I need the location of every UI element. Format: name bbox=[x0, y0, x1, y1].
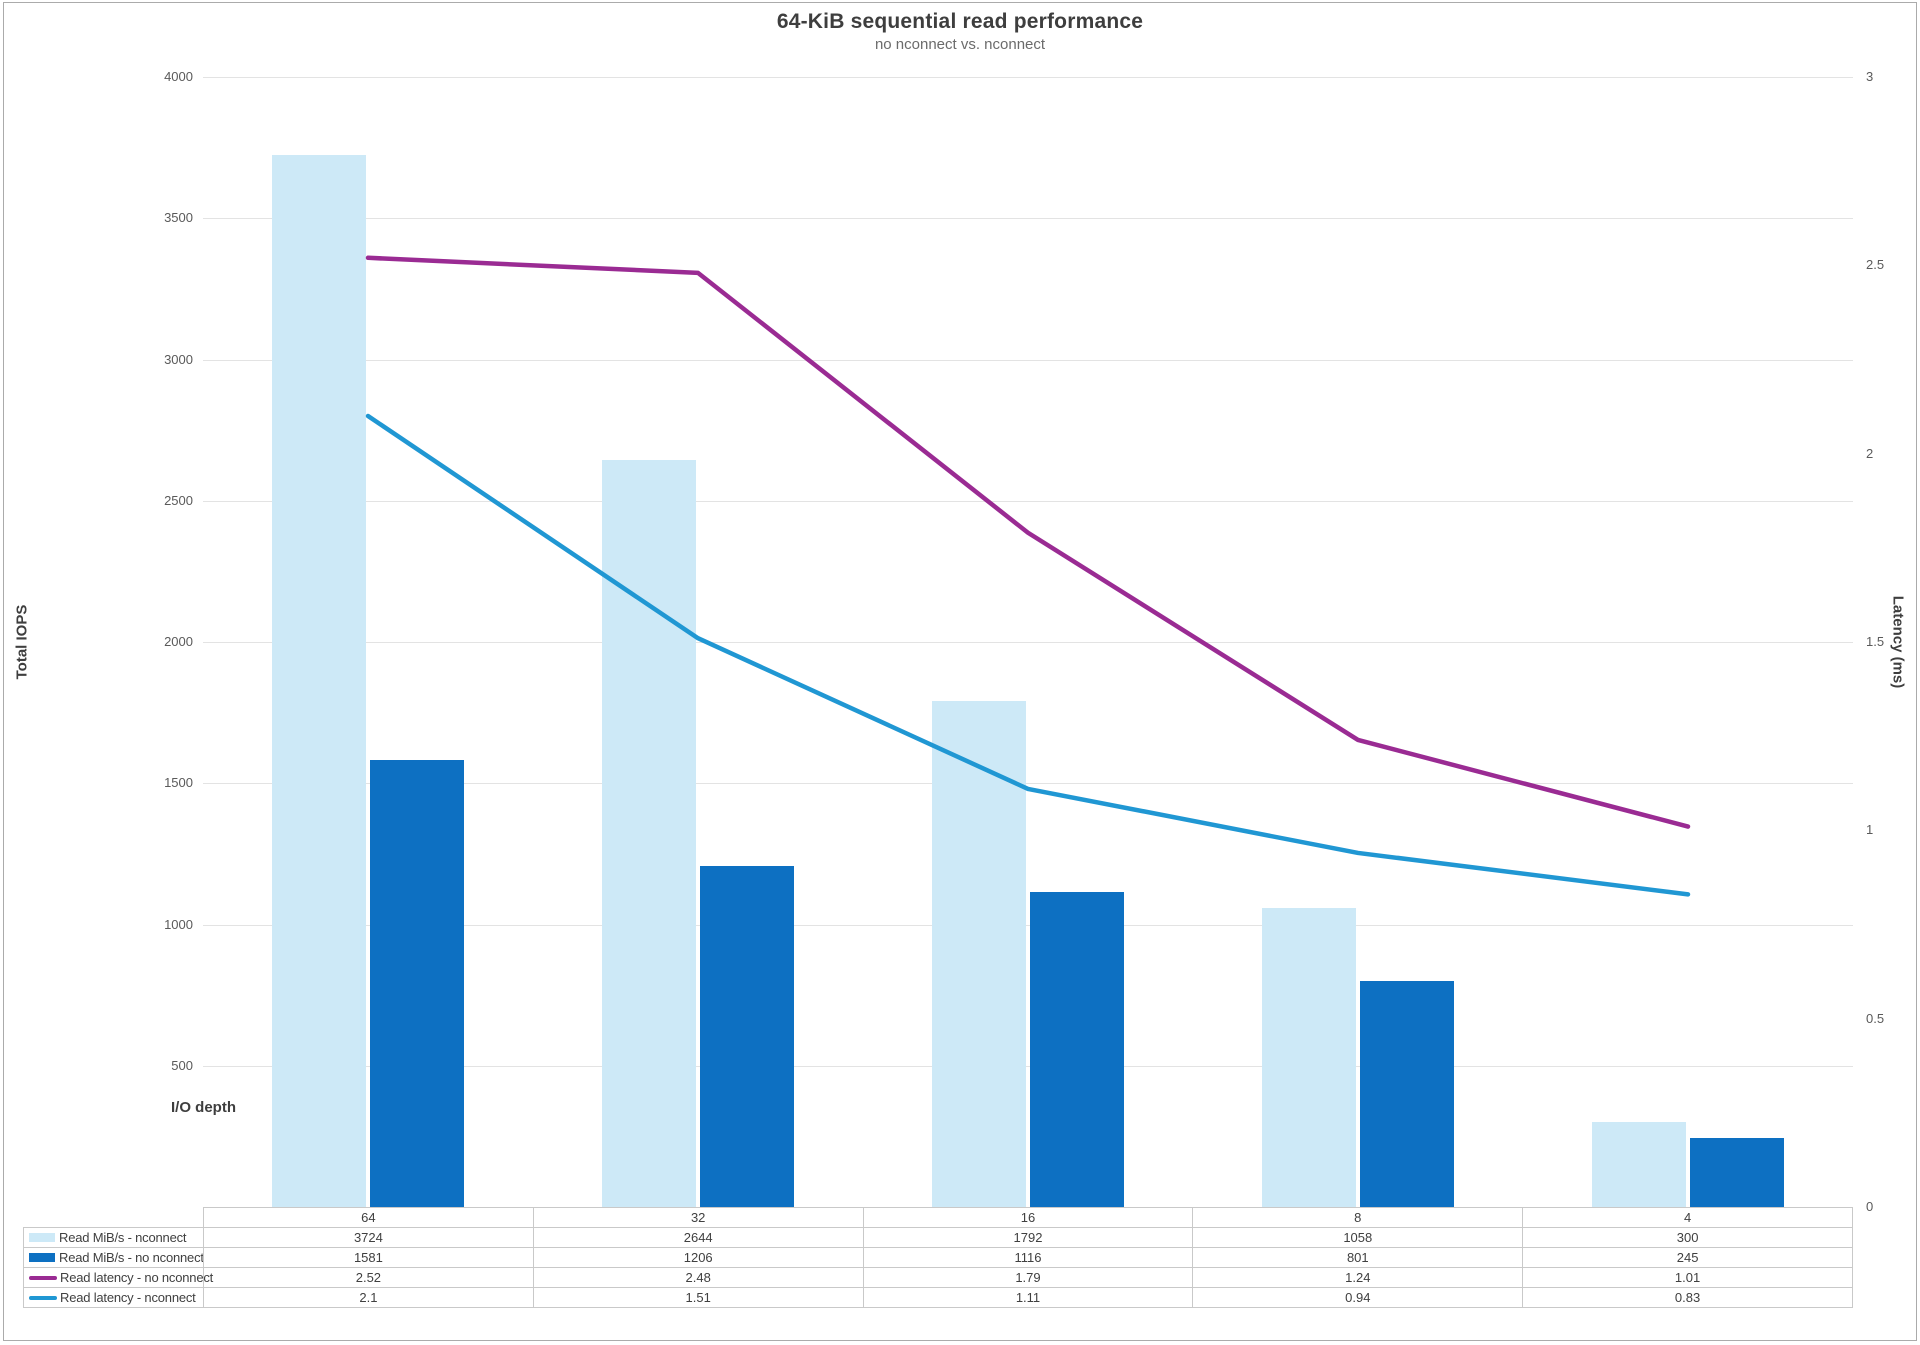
table-header-64: 64 bbox=[204, 1208, 534, 1228]
table-cell-read-latency-no-nconnect-4: 1.01 bbox=[1523, 1268, 1853, 1288]
table-header-16: 16 bbox=[863, 1208, 1194, 1228]
gridline-3500 bbox=[203, 218, 1853, 220]
right-axis-tick-0: 0 bbox=[1866, 1199, 1874, 1214]
table-cell-read-latency-nconnect-4: 0.83 bbox=[1523, 1288, 1853, 1308]
table-cell-read-mib-s-no-nconnect-4: 245 bbox=[1523, 1248, 1853, 1268]
left-axis-tick-4000: 4000 bbox=[164, 69, 193, 84]
bar-read-mib-s-no-nconnect-16 bbox=[1030, 891, 1124, 1207]
latency-lines-layer bbox=[365, 255, 1691, 897]
bar-read-mib-s-nconnect-64 bbox=[272, 154, 366, 1207]
left-axis-tick-3000: 3000 bbox=[164, 351, 193, 367]
chart-title: 64-KiB sequential read performance bbox=[776, 10, 1144, 33]
table-cell-read-latency-nconnect-32: 1.51 bbox=[533, 1288, 864, 1308]
bar-read-mib-s-nconnect-4 bbox=[1592, 1122, 1686, 1207]
bar-read-mib-s-nconnect-16 bbox=[932, 700, 1026, 1207]
line-read-latency-no-nconnect bbox=[365, 255, 1691, 829]
bar-read-mib-s-nconnect-8 bbox=[1262, 908, 1356, 1207]
legend-item-read-latency-nconnect: Read latency - nconnect bbox=[24, 1288, 203, 1308]
legend-label: Read latency - no nconnect bbox=[60, 1270, 214, 1285]
table-cell-read-mib-s-no-nconnect-64: 1581 bbox=[204, 1248, 534, 1268]
gridline-2000 bbox=[203, 642, 1853, 643]
table-cell-read-mib-s-nconnect-32: 2644 bbox=[533, 1228, 864, 1248]
legend-swatch-read-latency-nconnect bbox=[29, 1295, 57, 1300]
chart-subtitle: no nconnect vs. nconnect bbox=[874, 36, 1046, 53]
table-cell-read-latency-nconnect-16: 1.11 bbox=[863, 1288, 1194, 1308]
legend-column: Read MiB/s - nconnect Read MiB/s - no nco… bbox=[23, 1227, 213, 1308]
bar-read-mib-s-no-nconnect-4 bbox=[1690, 1137, 1784, 1207]
table-header-8: 8 bbox=[1193, 1208, 1524, 1228]
legend-item-read-mib-s-nconnect: Read MiB/s - nconnect bbox=[24, 1228, 203, 1248]
right-axis-tick-0.5: 0.5 bbox=[1866, 1010, 1885, 1026]
table-cell-read-latency-nconnect-64: 2.1 bbox=[204, 1288, 534, 1308]
gridline-4000 bbox=[203, 77, 1853, 78]
legend-item-read-mib-s-no-nconnect: Read MiB/s - no nconnect bbox=[24, 1248, 204, 1268]
table-cell-read-mib-s-no-nconnect-32: 1206 bbox=[533, 1248, 864, 1268]
gridline-1000 bbox=[203, 924, 1853, 926]
gridline-3000 bbox=[203, 359, 1853, 361]
left-axis-tick-2500: 2500 bbox=[164, 492, 193, 508]
table-cell-read-latency-no-nconnect-16: 1.79 bbox=[863, 1268, 1194, 1288]
right-axis-tick-1: 1 bbox=[1866, 822, 1874, 838]
table-cell-read-mib-s-nconnect-4: 300 bbox=[1523, 1228, 1853, 1248]
left-axis-title: Total IOPS bbox=[13, 604, 31, 680]
bar-read-mib-s-no-nconnect-32 bbox=[700, 866, 794, 1207]
left-axis-tick-2000: 2000 bbox=[164, 634, 193, 649]
right-axis-tick-2: 2 bbox=[1866, 445, 1874, 461]
bar-read-mib-s-no-nconnect-64 bbox=[370, 760, 464, 1207]
left-axis-tick-1000: 1000 bbox=[164, 916, 193, 932]
table-cell-read-mib-s-no-nconnect-8: 801 bbox=[1193, 1248, 1524, 1268]
bar-read-mib-s-no-nconnect-8 bbox=[1360, 980, 1454, 1207]
right-axis-tick-2.5: 2.5 bbox=[1866, 257, 1885, 273]
chart-outer-border bbox=[3, 2, 1917, 1341]
table-cell-read-latency-no-nconnect-32: 2.48 bbox=[533, 1268, 864, 1288]
table-cell-read-latency-no-nconnect-64: 2.52 bbox=[204, 1268, 534, 1288]
left-axis-tick-1500: 1500 bbox=[164, 775, 193, 791]
data-table: 64 32 16 8 4 3724 2644 1792 1058 300 1581 1206 1116 8… bbox=[203, 1207, 1853, 1308]
gridline-500 bbox=[203, 1065, 1853, 1067]
gridline-1500 bbox=[203, 783, 1853, 785]
line-read-latency-nconnect bbox=[365, 413, 1691, 897]
table-header-4: 4 bbox=[1523, 1208, 1853, 1228]
x-axis-title: I/O depth bbox=[171, 1099, 236, 1116]
left-axis-tick-500: 500 bbox=[171, 1057, 193, 1073]
table-cell-read-mib-s-nconnect-16: 1792 bbox=[863, 1228, 1194, 1248]
left-axis-tick-3500: 3500 bbox=[164, 210, 193, 226]
legend-swatch-read-mib-s-no-nconnect bbox=[29, 1253, 55, 1262]
table-cell-read-mib-s-no-nconnect-16: 1116 bbox=[863, 1248, 1194, 1268]
legend-label: Read MiB/s - no nconnect bbox=[59, 1250, 204, 1265]
gridline-2500 bbox=[203, 500, 1853, 502]
legend-label: Read latency - nconnect bbox=[60, 1290, 196, 1305]
table-cell-read-mib-s-nconnect-64: 3724 bbox=[204, 1228, 534, 1248]
right-axis-tick-1.5: 1.5 bbox=[1866, 634, 1885, 649]
legend-swatch-read-mib-s-nconnect bbox=[29, 1233, 55, 1242]
table-header-32: 32 bbox=[533, 1208, 864, 1228]
right-axis-title: Latency (ms) bbox=[1889, 595, 1907, 689]
right-axis-tick-3: 3 bbox=[1866, 69, 1874, 84]
legend-label: Read MiB/s - nconnect bbox=[59, 1230, 187, 1245]
table-cell-read-mib-s-nconnect-8: 1058 bbox=[1193, 1228, 1524, 1248]
table-cell-read-latency-nconnect-8: 0.94 bbox=[1193, 1288, 1524, 1308]
legend-item-read-latency-no-nconnect: Read latency - no nconnect bbox=[24, 1268, 213, 1288]
table-cell-read-latency-no-nconnect-8: 1.24 bbox=[1193, 1268, 1524, 1288]
legend-swatch-read-latency-no-nconnect bbox=[29, 1275, 57, 1280]
